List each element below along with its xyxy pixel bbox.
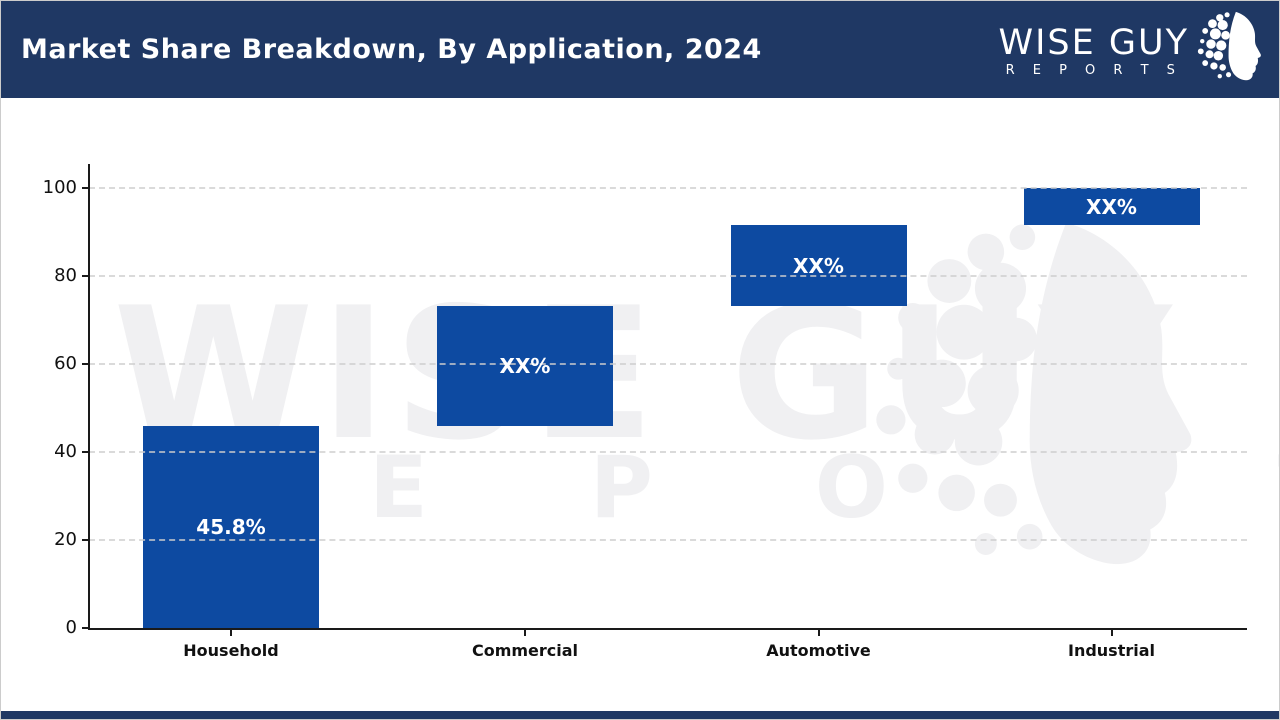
x-axis-line bbox=[88, 628, 1247, 630]
y-axis-line bbox=[88, 164, 90, 630]
bar-value-label: 45.8% bbox=[196, 515, 266, 540]
y-axis-tick bbox=[82, 275, 89, 277]
bar-value-label: XX% bbox=[1086, 194, 1137, 219]
brand-subtitle: R E P O R T S bbox=[1005, 63, 1182, 78]
gridline-80 bbox=[89, 275, 1247, 277]
footer-bar bbox=[1, 711, 1279, 719]
y-axis-tick-label: 40 bbox=[54, 441, 77, 462]
gridline-20 bbox=[89, 539, 1247, 541]
brand-name: WISE GUY bbox=[998, 23, 1189, 63]
gridline-100 bbox=[89, 187, 1247, 189]
x-axis-label-automotive: Automotive bbox=[766, 641, 871, 660]
bar-industrial bbox=[1023, 188, 1200, 226]
bar-household bbox=[143, 426, 319, 628]
x-axis-label-commercial: Commercial bbox=[471, 641, 579, 660]
y-axis-tick-label: 20 bbox=[54, 529, 77, 550]
x-axis-label-industrial: Industrial bbox=[1067, 641, 1155, 660]
y-axis-tick bbox=[82, 451, 89, 453]
page-title: Market Share Breakdown, By Application, … bbox=[21, 34, 762, 65]
y-axis-tick bbox=[82, 627, 89, 629]
y-axis-tick-label: 60 bbox=[54, 353, 77, 374]
brand-head-icon bbox=[1197, 11, 1261, 81]
brand-logo: WISE GUY R E P O R T S bbox=[998, 9, 1267, 93]
brand-text: WISE GUY R E P O R T S bbox=[998, 24, 1189, 78]
x-axis-label-household: Household bbox=[183, 641, 279, 660]
y-axis-tick-label: 100 bbox=[42, 177, 77, 198]
bar-value-label: XX% bbox=[793, 253, 844, 278]
y-axis-tick-label: 0 bbox=[65, 617, 77, 638]
y-axis-tick bbox=[82, 187, 89, 189]
bar-commercial bbox=[437, 306, 613, 427]
y-axis-tick bbox=[82, 539, 89, 541]
x-axis-tick bbox=[817, 630, 820, 636]
x-axis-tick bbox=[230, 630, 232, 636]
y-axis-tick bbox=[82, 363, 89, 365]
header: Market Share Breakdown, By Application, … bbox=[1, 1, 1279, 98]
x-axis-tick bbox=[524, 630, 526, 636]
gridline-40 bbox=[89, 451, 1247, 453]
bar-value-label: XX% bbox=[499, 354, 551, 379]
y-axis-tick-label: 80 bbox=[54, 265, 77, 286]
gridline-60 bbox=[89, 363, 1247, 365]
x-axis-tick bbox=[1110, 630, 1113, 636]
bar-automotive bbox=[730, 225, 907, 307]
